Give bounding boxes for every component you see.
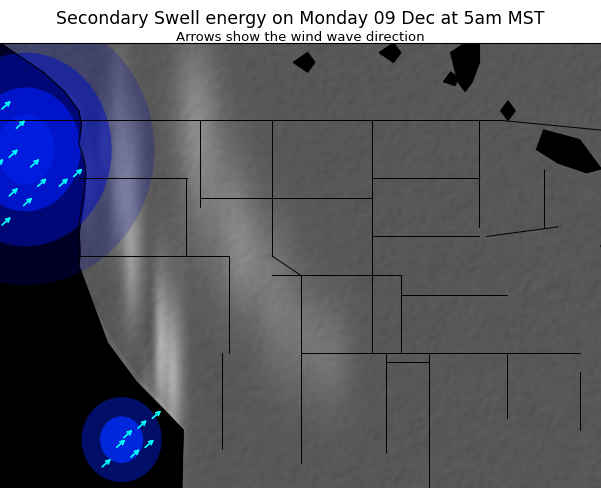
Polygon shape xyxy=(501,102,515,121)
Polygon shape xyxy=(444,73,458,86)
Ellipse shape xyxy=(0,115,54,185)
Ellipse shape xyxy=(0,88,80,212)
Ellipse shape xyxy=(0,88,80,212)
Polygon shape xyxy=(293,54,315,73)
Ellipse shape xyxy=(0,15,154,285)
Ellipse shape xyxy=(0,115,54,185)
Polygon shape xyxy=(379,44,401,63)
Ellipse shape xyxy=(0,54,112,246)
Ellipse shape xyxy=(82,397,162,482)
Polygon shape xyxy=(451,44,480,92)
Ellipse shape xyxy=(0,15,154,285)
Ellipse shape xyxy=(0,54,112,246)
Ellipse shape xyxy=(82,397,162,482)
Polygon shape xyxy=(537,131,601,173)
Text: Arrows show the wind wave direction: Arrows show the wind wave direction xyxy=(176,31,425,44)
Polygon shape xyxy=(0,44,183,488)
Polygon shape xyxy=(0,44,601,488)
Text: Secondary Swell energy on Monday 09 Dec at 5am MST: Secondary Swell energy on Monday 09 Dec … xyxy=(56,10,545,28)
Ellipse shape xyxy=(100,417,143,463)
Ellipse shape xyxy=(100,417,143,463)
